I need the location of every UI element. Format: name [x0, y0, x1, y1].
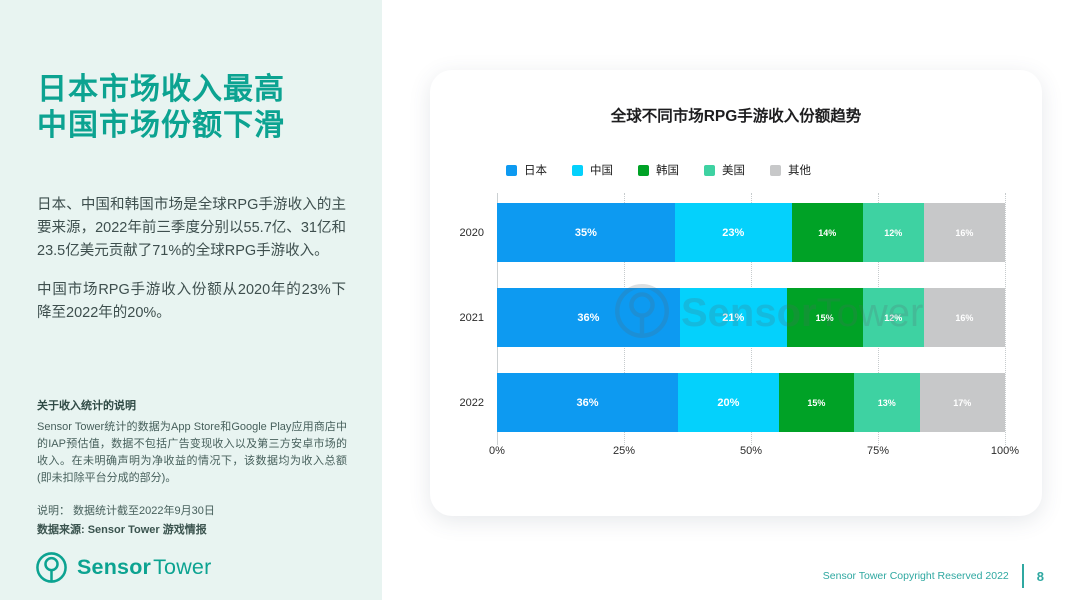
note-data-cutoff: 说明： 数据统计截至2022年9月30日 — [37, 505, 215, 517]
stacked-bar: 36% 20% 15% 13% 17% — [497, 373, 1005, 432]
grid-line — [1005, 193, 1006, 445]
page-title-line-1: 日本市场收入最高 — [37, 73, 285, 106]
stacked-bar: 35% 23% 14% 12% 16% — [497, 203, 1005, 262]
bar-row-label: 2020 — [459, 226, 484, 239]
bar-segment: 16% — [923, 288, 1005, 347]
bar-segment: 36% — [497, 288, 680, 347]
bar-segment: 15% — [786, 288, 863, 347]
legend-swatch — [506, 164, 517, 176]
bar-segment: 21% — [679, 288, 787, 347]
bar-segment: 23% — [674, 203, 792, 262]
bar-segment-label: 15% — [815, 312, 834, 323]
page-title: 日本市场收入最高 中国市场份额下滑 — [37, 72, 346, 144]
x-tick-label: 0% — [489, 445, 505, 457]
bar-segment-label: 23% — [722, 226, 745, 239]
legend-item: 美国 — [704, 162, 745, 178]
legend-label: 韩国 — [656, 165, 679, 177]
bar-segment-label: 14% — [818, 227, 837, 238]
x-tick-label: 100% — [990, 445, 1020, 457]
copyright-text: Sensor Tower Copyright Reserved 2022 — [822, 570, 1009, 582]
legend-item: 其他 — [770, 162, 811, 178]
bar-segment-label: 21% — [722, 311, 745, 324]
legend-swatch — [770, 164, 781, 176]
bar-segment-label: 16% — [955, 227, 974, 238]
stacked-bar: 36% 21% 15% 12% 16% — [497, 288, 1005, 347]
bar-segment-label: 36% — [577, 311, 600, 324]
bar-row-label: 2021 — [459, 311, 484, 324]
bar-segment: 14% — [791, 203, 863, 262]
bar-segment-label: 12% — [884, 312, 903, 323]
bar-segment-label: 35% — [574, 226, 597, 239]
legend-label: 日本 — [524, 165, 547, 177]
bar-segment-label: 15% — [807, 397, 826, 408]
sensor-tower-logo-icon — [35, 551, 68, 584]
chart-card: 全球不同市场RPG手游收入份额趋势 日本 中国 韩国 美国 其他 2020 35% 23% 1… — [430, 70, 1042, 516]
bar-row: 2021 36% 21% 15% 12% 16% — [460, 288, 1005, 347]
legend-item: 中国 — [572, 162, 613, 178]
page-footer: Sensor Tower Copyright Reserved 2022 8 — [823, 564, 1044, 588]
legend-label: 美国 — [722, 165, 745, 177]
bar-segment-label: 12% — [884, 227, 903, 238]
legend-item: 韩国 — [638, 162, 679, 178]
bar-segment-label: 16% — [955, 312, 974, 323]
methodology-note: 关于收入统计的说明 Sensor Tower统计的数据为App Store和Go… — [37, 397, 347, 537]
bar-row: 2022 36% 20% 15% 13% 17% — [460, 373, 1005, 432]
bar-segment: 13% — [854, 373, 920, 432]
sensor-tower-logo: SensorTower — [35, 551, 211, 584]
legend-swatch — [572, 164, 583, 176]
page-title-line-2: 中国市场份额下滑 — [37, 109, 285, 142]
legend-item: 日本 — [506, 162, 547, 178]
chart-plot: 2020 35% 23% 14% 12% 16% 2021 36% 21% 15% 12% 16% 20… — [460, 193, 1019, 457]
plot-rows: 2020 35% 23% 14% 12% 16% 2021 36% 21% 15% 12% 16% 20… — [460, 203, 1005, 432]
sidebar: 日本市场收入最高 中国市场份额下滑 日本、中国和韩国市场是全球RPG手游收入的主… — [0, 0, 382, 600]
note-data-source: 数据来源: Sensor Tower 游戏情报 — [37, 524, 207, 536]
bar-row-label: 2022 — [459, 396, 484, 409]
bar-segment-label: 17% — [953, 397, 972, 408]
x-tick-label: 25% — [612, 445, 636, 457]
x-axis: 0% 25% 50% 75% 100% — [489, 445, 1019, 461]
bar-segment: 35% — [497, 203, 675, 262]
bar-segment: 16% — [923, 203, 1005, 262]
legend-swatch — [638, 164, 649, 176]
note-title: 关于收入统计的说明 — [37, 400, 136, 412]
bar-segment: 12% — [862, 288, 924, 347]
page-number: 8 — [1036, 568, 1044, 584]
bar-row: 2020 35% 23% 14% 12% 16% — [460, 203, 1005, 262]
bar-segment-label: 36% — [576, 396, 599, 409]
bar-segment: 20% — [678, 373, 779, 432]
sensor-tower-wordmark: SensorTower — [77, 555, 212, 579]
summary-paragraph-1: 日本、中国和韩国市场是全球RPG手游收入的主要来源，2022年前三季度分别以55… — [37, 197, 346, 259]
legend-label: 其他 — [788, 165, 811, 177]
chart-legend: 日本 中国 韩国 美国 其他 — [506, 162, 811, 178]
bar-segment-label: 20% — [717, 396, 740, 409]
note-body: Sensor Tower统计的数据为App Store和Google Play应… — [37, 421, 347, 484]
bar-segment: 36% — [497, 373, 679, 432]
legend-label: 中国 — [590, 165, 613, 177]
chart-title: 全球不同市场RPG手游收入份额趋势 — [610, 108, 862, 125]
x-tick-label: 75% — [866, 445, 890, 457]
bar-segment: 15% — [778, 373, 855, 432]
summary-paragraph-2: 中国市场RPG手游收入份额从2020年的23%下降至2022年的20%。 — [37, 282, 346, 321]
bar-segment: 17% — [919, 373, 1005, 432]
legend-swatch — [704, 164, 715, 176]
bar-segment: 12% — [862, 203, 924, 262]
bar-segment-label: 13% — [877, 397, 896, 408]
x-tick-label: 50% — [739, 445, 763, 457]
footer-divider — [1021, 564, 1024, 588]
